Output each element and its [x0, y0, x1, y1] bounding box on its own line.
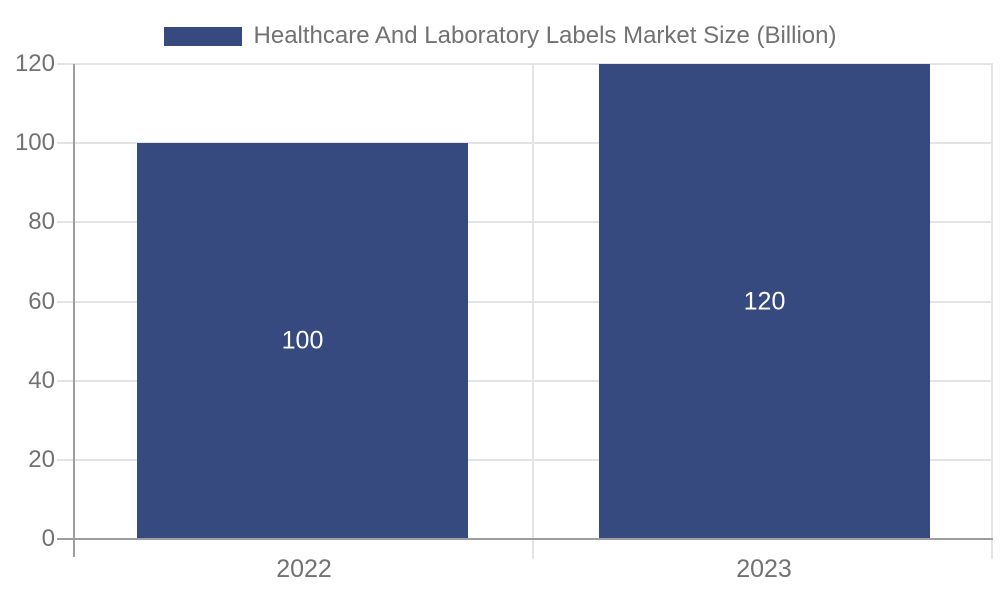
y-tick-label: 0	[41, 525, 55, 552]
y-tick-label: 120	[14, 50, 55, 77]
y-tick-label: 80	[28, 208, 55, 236]
y-axis-labels: 0 20 40 60 80 100 120	[0, 50, 55, 552]
gridline	[57, 221, 993, 224]
y-axis-line	[73, 64, 75, 557]
gridline	[57, 379, 993, 382]
y-tick-label: 40	[28, 366, 55, 394]
bar-value-label: 100	[281, 326, 324, 355]
y-tick-label: 60	[28, 287, 55, 315]
legend-swatch	[163, 26, 242, 46]
gridline	[57, 63, 993, 65]
x-axis-line	[57, 538, 993, 540]
y-tick-label: 100	[14, 129, 55, 157]
plot-right-gridline	[991, 64, 993, 559]
gridline	[57, 300, 993, 303]
bar-2023[interactable]: 120	[599, 64, 930, 539]
gridline	[57, 142, 993, 145]
bar-2022[interactable]: 100	[137, 143, 468, 539]
plot-area: 100 120 2022 2023	[57, 63, 993, 583]
y-tick-label: 20	[28, 445, 55, 473]
bar-value-label: 120	[743, 287, 786, 315]
legend-label: Healthcare And Laboratory Labels Market …	[253, 22, 837, 49]
x-tick-label: 2023	[736, 555, 792, 583]
category-boundary-gridline	[532, 64, 534, 559]
gridline	[57, 458, 993, 461]
x-tick-label: 2022	[276, 555, 332, 583]
legend-item[interactable]: Healthcare And Laboratory Labels Market …	[0, 22, 1000, 50]
